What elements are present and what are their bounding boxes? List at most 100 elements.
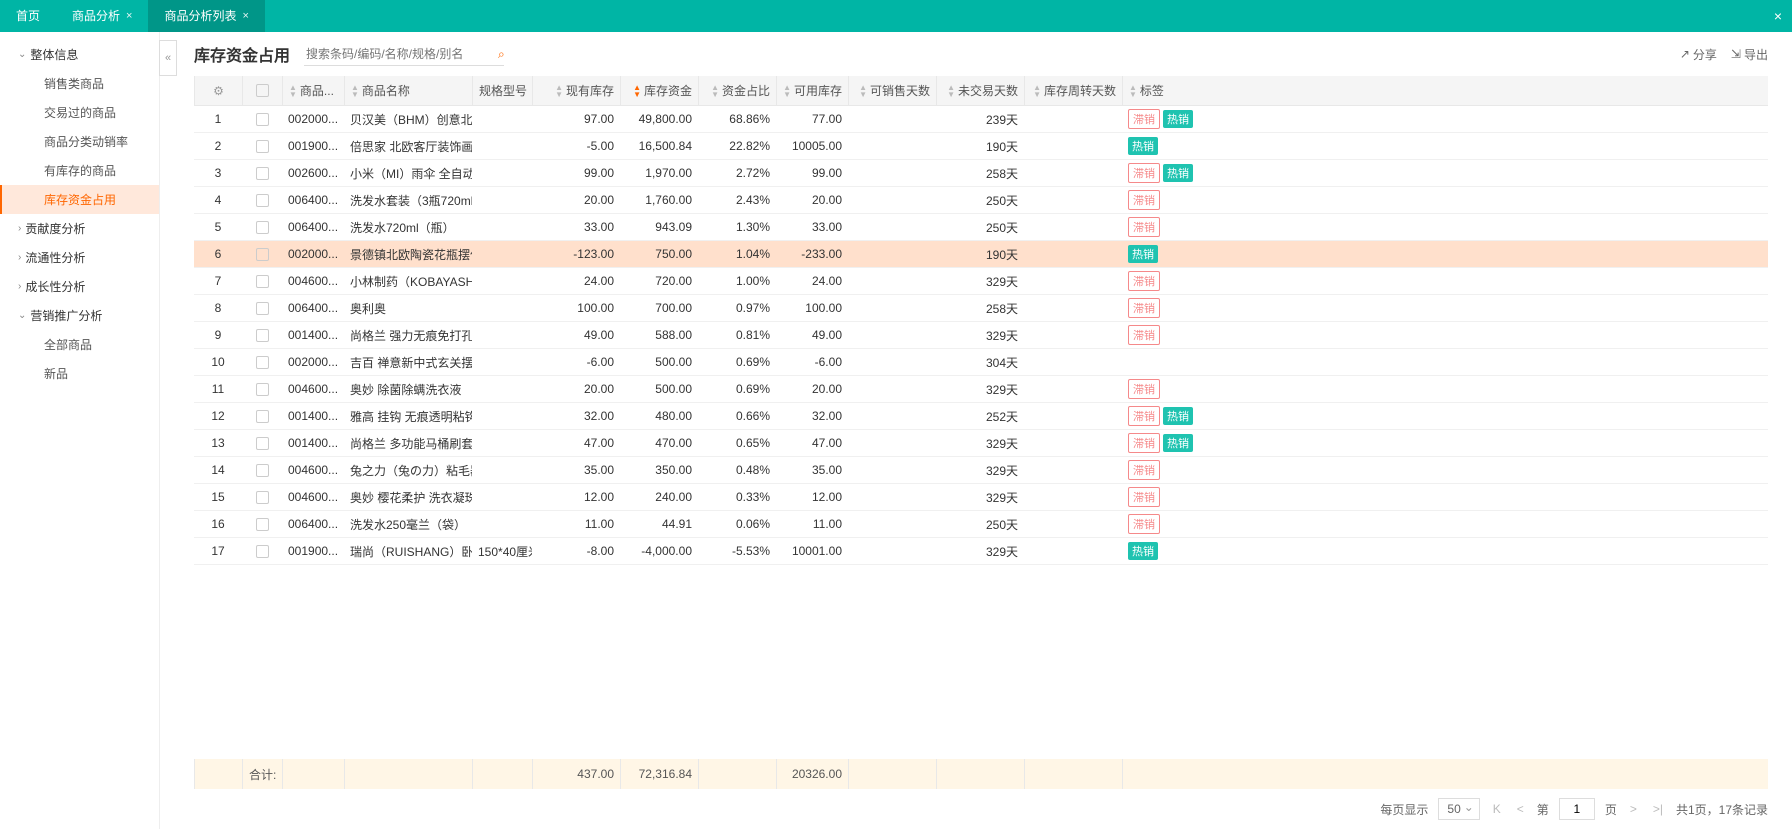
tab[interactable]: 商品分析列表× (148, 0, 264, 32)
table-row[interactable]: 2001900...倍思家 北欧客厅装饰画卧室-5.0016,500.8422.… (194, 133, 1768, 160)
column-header[interactable]: ▲▼现有库存 (532, 76, 620, 106)
share-button[interactable]: ↗ 分享 (1680, 46, 1717, 63)
sidebar-item[interactable]: 有库存的商品 (0, 156, 159, 185)
table-row[interactable]: 13001400...尚格兰 多功能马桶刷套装 月47.00470.000.65… (194, 430, 1768, 457)
row-checkbox[interactable] (256, 194, 269, 207)
cell (472, 293, 532, 323)
export-button[interactable]: ⇲ 导出 (1731, 46, 1768, 63)
tab[interactable]: 商品分析× (56, 0, 148, 32)
row-checkbox[interactable] (256, 410, 269, 423)
sidebar-group[interactable]: ›流通性分析 (0, 243, 159, 272)
column-header[interactable]: ⚙ (194, 76, 242, 106)
row-checkbox[interactable] (256, 275, 269, 288)
summary-cell: 72,316.84 (620, 759, 698, 789)
cell (1024, 455, 1122, 485)
next-page-button[interactable]: > (1627, 802, 1640, 816)
table-row[interactable]: 14004600...兔之力（兔の力）粘毛器粘35.00350.000.48%3… (194, 457, 1768, 484)
table-row[interactable]: 4006400...洗发水套装（3瓶720ml+120.001,760.002.… (194, 187, 1768, 214)
row-checkbox[interactable] (256, 302, 269, 315)
table-row[interactable]: 7004600...小林制药（KOBAYASHI）日24.00720.001.0… (194, 268, 1768, 295)
cell: 12.00 (532, 482, 620, 512)
table-row[interactable]: 8006400...奥利奥100.00700.000.97%100.00258天… (194, 295, 1768, 322)
cell (472, 266, 532, 296)
sidebar-group[interactable]: ⌄营销推广分析 (0, 301, 159, 330)
close-all-icon[interactable]: × (1774, 8, 1782, 24)
page-input[interactable] (1559, 798, 1595, 820)
select-all-checkbox[interactable] (256, 84, 269, 97)
row-checkbox[interactable] (256, 545, 269, 558)
table-row[interactable]: 1002000...贝汉美（BHM）创意北欧97.0049,800.0068.8… (194, 106, 1768, 133)
row-checkbox[interactable] (256, 383, 269, 396)
cell: 20.00 (532, 374, 620, 404)
row-checkbox[interactable] (256, 140, 269, 153)
cell (848, 212, 936, 242)
cell: 兔之力（兔の力）粘毛器粘 (344, 455, 472, 485)
cell: 100.00 (776, 293, 848, 323)
gear-icon[interactable]: ⚙ (213, 84, 224, 98)
row-checkbox[interactable] (256, 356, 269, 369)
table-row[interactable]: 3002600...小米（MI）雨伞 全自动折99.001,970.002.72… (194, 160, 1768, 187)
search-icon[interactable]: ⌕ (498, 47, 505, 62)
tab-close-icon[interactable]: × (242, 0, 248, 32)
column-header[interactable]: ▲▼可销售天数 (848, 76, 936, 106)
column-header[interactable]: ▲▼库存资金 (620, 76, 698, 106)
table-row[interactable]: 12001400...雅高 挂钩 无痕透明粘钩 强32.00480.000.66… (194, 403, 1768, 430)
cell (242, 293, 282, 323)
column-header[interactable]: ▲▼未交易天数 (936, 76, 1024, 106)
sidebar-item[interactable]: 全部商品 (0, 330, 159, 359)
row-checkbox[interactable] (256, 167, 269, 180)
row-checkbox[interactable] (256, 437, 269, 450)
cell (1024, 293, 1122, 323)
table-row[interactable]: 16006400...洗发水250毫兰（袋）11.0044.910.06%11.… (194, 511, 1768, 538)
tab[interactable]: 首页 (0, 0, 56, 32)
collapse-sidebar-button[interactable]: « (159, 40, 177, 76)
row-checkbox[interactable] (256, 518, 269, 531)
page-size-select[interactable]: 50 (1438, 798, 1479, 820)
table-row[interactable]: 17001900...瑞尚（RUISHANG）卧室150*40厘米-8.00-4… (194, 538, 1768, 565)
row-checkbox[interactable] (256, 329, 269, 342)
first-page-button[interactable]: K (1490, 802, 1504, 816)
column-header[interactable] (242, 76, 282, 106)
tag: 滞销 (1128, 460, 1160, 480)
table-row[interactable]: 11004600...奥妙 除菌除螨洗衣液20.00500.000.69%20.… (194, 376, 1768, 403)
sidebar-group[interactable]: ›贡献度分析 (0, 214, 159, 243)
table-row[interactable]: 10002000...吉百 禅意新中式玄关摆件客-6.00500.000.69%… (194, 349, 1768, 376)
summary-cell (698, 759, 776, 789)
table-row[interactable]: 6002000...景德镇北欧陶瓷花瓶摆件 传-123.00750.001.04… (194, 241, 1768, 268)
column-header[interactable]: ▲▼库存周转天数 (1024, 76, 1122, 106)
last-page-button[interactable]: >| (1650, 802, 1666, 816)
column-header[interactable]: ▲▼商品名称 (344, 76, 472, 106)
row-checkbox[interactable] (256, 491, 269, 504)
column-header[interactable]: 规格型号 (472, 76, 532, 106)
sidebar-item[interactable]: 销售类商品 (0, 69, 159, 98)
row-checkbox[interactable] (256, 248, 269, 261)
row-checkbox[interactable] (256, 464, 269, 477)
table-row[interactable]: 5006400...洗发水720ml（瓶）33.00943.091.30%33.… (194, 214, 1768, 241)
sidebar-item[interactable]: 商品分类动销率 (0, 127, 159, 156)
tab-close-icon[interactable]: × (126, 0, 132, 32)
cell: 49,800.00 (620, 106, 698, 134)
sidebar-item[interactable]: 交易过的商品 (0, 98, 159, 127)
cell: 16,500.84 (620, 131, 698, 161)
row-checkbox[interactable] (256, 113, 269, 126)
cell: 8 (194, 293, 242, 323)
sidebar-item[interactable]: 库存资金占用 (0, 185, 159, 214)
summary-cell (1122, 759, 1542, 789)
table-row[interactable]: 15004600...奥妙 樱花柔护 洗衣凝珠 1012.00240.000.3… (194, 484, 1768, 511)
sidebar-group[interactable]: ›成长性分析 (0, 272, 159, 301)
row-checkbox[interactable] (256, 221, 269, 234)
chevron-icon: ⌄ (18, 49, 26, 60)
sidebar-group[interactable]: ⌄整体信息 (0, 40, 159, 69)
column-header[interactable]: ▲▼可用库存 (776, 76, 848, 106)
table-row[interactable]: 9001400...尚格兰 强力无痕免打孔浴室49.00588.000.81%4… (194, 322, 1768, 349)
cell: 35.00 (776, 455, 848, 485)
column-header[interactable]: ▲▼标签 (1122, 76, 1542, 106)
prev-page-button[interactable]: < (1514, 802, 1527, 816)
cell: 奥妙 除菌除螨洗衣液 (344, 374, 472, 404)
column-header[interactable]: ▲▼资金占比 (698, 76, 776, 106)
search-input[interactable] (304, 43, 504, 66)
cell (242, 106, 282, 134)
sidebar-item[interactable]: 新品 (0, 359, 159, 388)
column-header[interactable]: ▲▼商品... (282, 76, 344, 106)
cell (242, 131, 282, 161)
